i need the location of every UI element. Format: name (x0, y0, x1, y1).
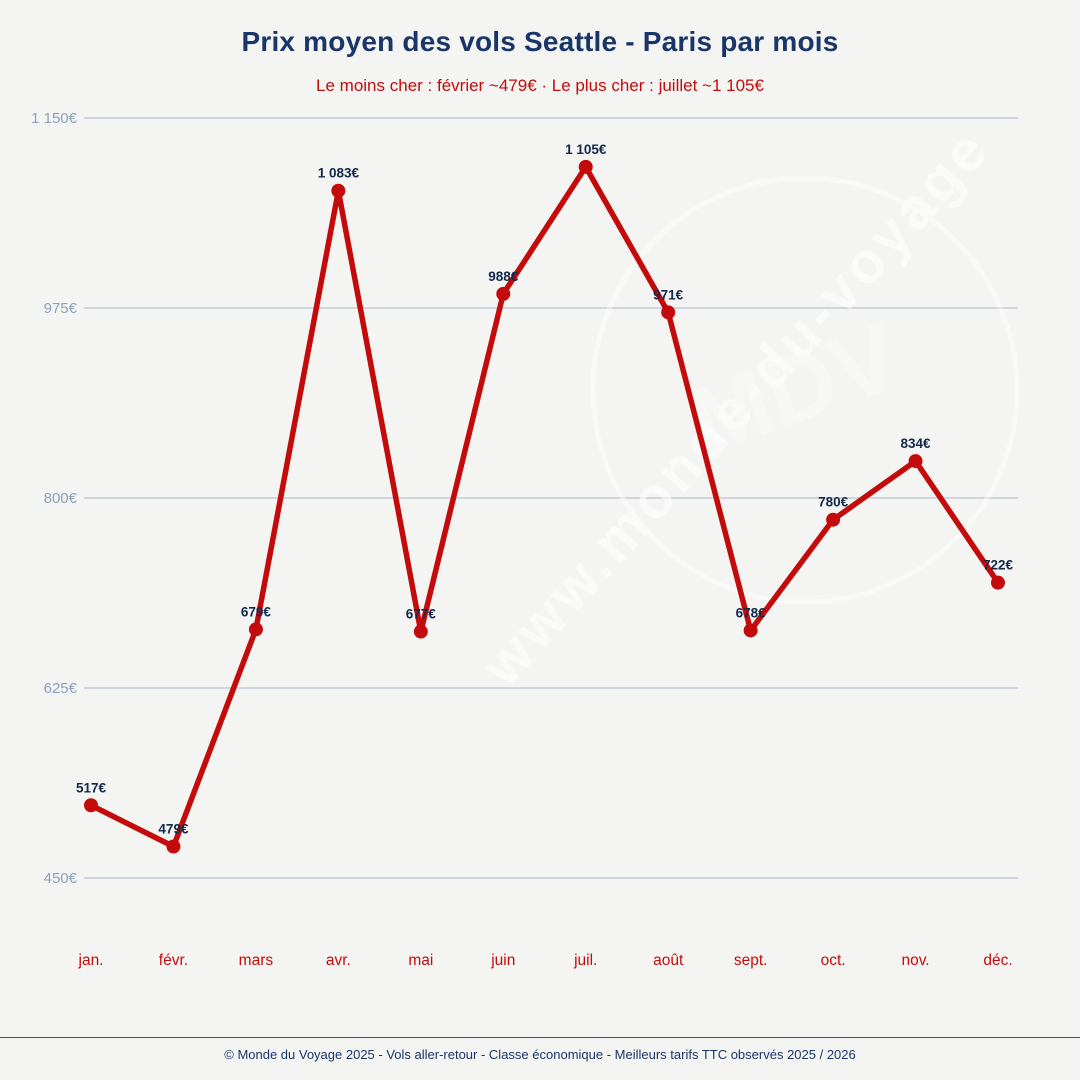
x-tick-label: nov. (901, 952, 929, 969)
x-tick-label: août (653, 952, 684, 969)
footer-divider: © Monde du Voyage 2025 - Vols aller-reto… (0, 1037, 1080, 1062)
chart-subtitle: Le moins cher : février ~479€ · Le plus … (316, 76, 764, 95)
data-point-label: 1 083€ (318, 166, 360, 181)
data-point-label: 678€ (736, 605, 767, 620)
series-line (88, 164, 1001, 850)
watermark-ring (590, 175, 1020, 605)
data-point-label: 988€ (488, 269, 519, 284)
data-point (166, 839, 181, 854)
data-point (331, 183, 346, 198)
x-tick-label: jan. (78, 952, 104, 969)
data-point-label: 1 105€ (565, 142, 607, 157)
x-tick-label: oct. (821, 952, 846, 969)
data-point (496, 286, 511, 301)
data-point (908, 454, 923, 469)
data-point-label: 722€ (983, 558, 1014, 573)
footer-text: © Monde du Voyage 2025 - Vols aller-reto… (224, 1047, 856, 1062)
data-point-label: 677€ (406, 607, 437, 622)
x-tick-label: mai (408, 952, 433, 969)
x-tick-label: mars (239, 952, 274, 969)
data-point (826, 512, 841, 527)
line-chart: 450€625€800€975€1 150€ www.monde-du-voyag… (31, 110, 1020, 969)
x-tick-label: déc. (983, 952, 1012, 969)
y-tick-label: 800€ (44, 490, 78, 507)
data-point-label: 780€ (818, 495, 849, 510)
data-point (84, 798, 98, 813)
data-point-label: 971€ (653, 287, 684, 302)
page-title: Prix moyen des vols Seattle - Paris par … (241, 26, 839, 57)
x-tick-label: juil. (573, 952, 597, 969)
data-point (248, 622, 263, 637)
x-tick-label: sept. (734, 952, 768, 969)
data-point-label: 834€ (901, 436, 932, 451)
data-point (743, 623, 758, 638)
data-point-label: 679€ (241, 604, 272, 619)
data-point (578, 159, 593, 174)
x-tick-label: juin (490, 952, 515, 969)
data-point-label: 479€ (158, 822, 189, 837)
data-point (661, 305, 676, 320)
data-point (991, 575, 1005, 590)
x-tick-label: févr. (159, 952, 188, 969)
data-point-label: 517€ (76, 780, 107, 795)
data-point (413, 624, 428, 639)
y-tick-label: 1 150€ (31, 110, 78, 127)
y-tick-label: 625€ (44, 680, 78, 697)
y-tick-label: 450€ (44, 870, 78, 887)
x-tick-label: avr. (326, 952, 351, 969)
y-tick-label: 975€ (44, 300, 78, 317)
